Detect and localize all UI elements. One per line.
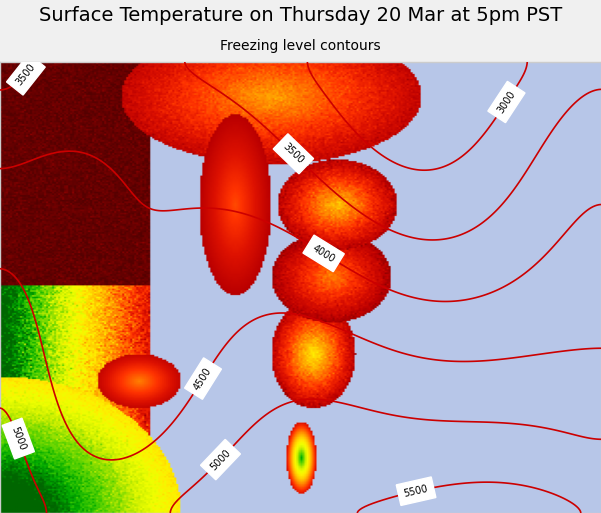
Text: Surface Temperature on Thursday 20 Mar at 5pm PST: Surface Temperature on Thursday 20 Mar a… — [39, 6, 562, 25]
Text: 5000: 5000 — [10, 425, 27, 452]
Text: 4500: 4500 — [192, 365, 214, 391]
Text: 3000: 3000 — [496, 89, 517, 115]
Text: 5000: 5000 — [209, 447, 233, 472]
Text: Freezing level contours: Freezing level contours — [220, 39, 381, 53]
Text: 3500: 3500 — [14, 62, 37, 87]
Text: 4000: 4000 — [311, 243, 337, 264]
Text: 3500: 3500 — [281, 142, 306, 166]
Text: 5500: 5500 — [403, 484, 429, 499]
